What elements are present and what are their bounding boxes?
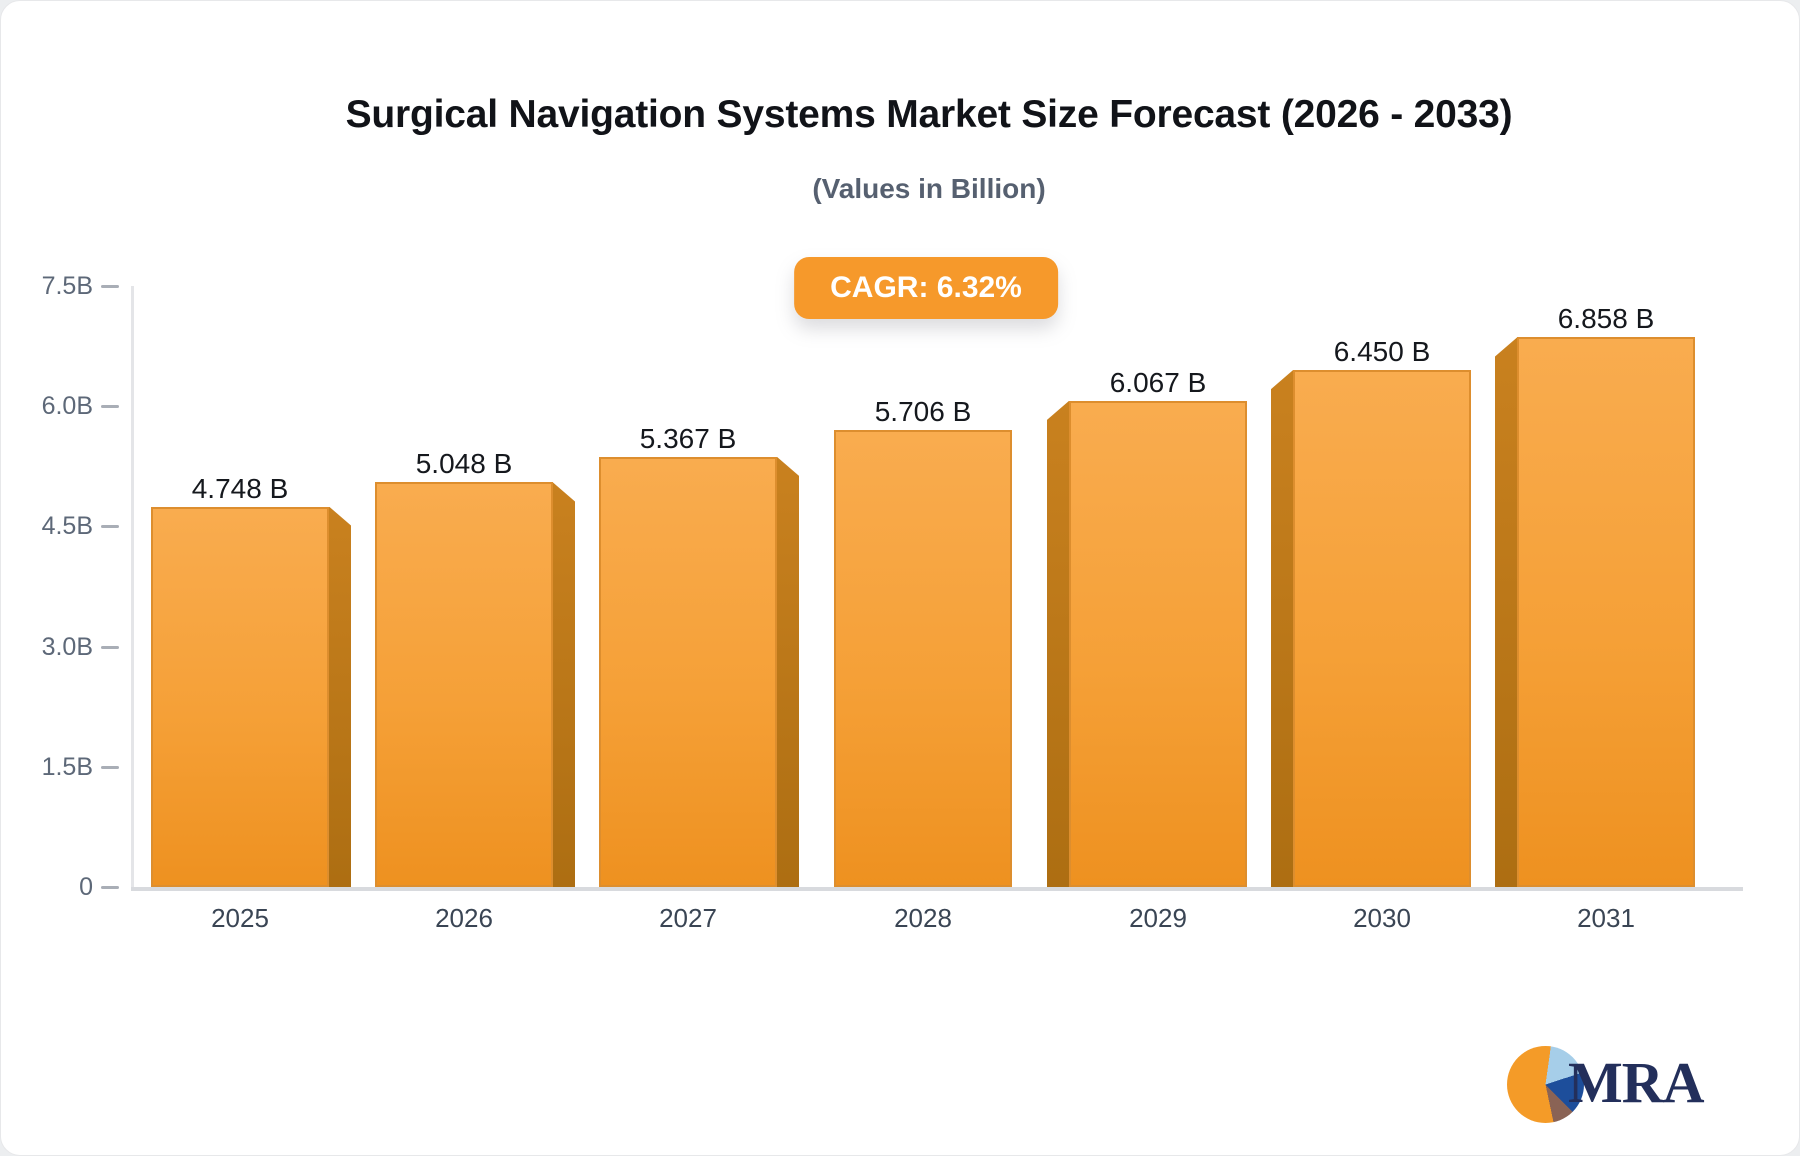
y-axis-tick [101, 765, 119, 769]
y-axis-label: 1.5B [41, 752, 93, 781]
bar-value-label-2030: 6.450 B [1333, 336, 1431, 368]
bar-3d-side-2025 [329, 506, 351, 887]
y-axis-label: 0 [79, 873, 93, 901]
y-axis-tick [101, 405, 119, 409]
x-axis-label-2027: 2027 [659, 903, 717, 933]
x-axis-label-2031: 2031 [1577, 903, 1635, 933]
x-axis-label-2028: 2028 [894, 903, 952, 933]
bar-2027 [599, 456, 777, 887]
bar-3d-side-2026 [553, 482, 575, 887]
chart-subtitle: (Values in Billion) [812, 173, 1046, 204]
bar-2026 [375, 482, 553, 887]
x-axis-label-2025: 2025 [211, 903, 269, 933]
bar-value-label-2029: 6.067 B [1109, 366, 1207, 398]
bar-3d-side-2030 [1271, 370, 1293, 887]
bar-3d-side-2027 [777, 456, 799, 887]
bar-3d-side-2031 [1495, 337, 1517, 887]
y-axis-tick [101, 886, 119, 889]
y-axis-label: 4.5B [41, 512, 93, 541]
brand-logo-text: MRA [1568, 1049, 1705, 1115]
cagr-badge: CAGR: 6.32% [794, 257, 1058, 319]
bar-value-label-2026: 5.048 B [415, 448, 513, 480]
x-axis-label-2029: 2029 [1129, 903, 1187, 933]
brand-logo: MRA [1507, 1045, 1705, 1123]
bar-value-label-2027: 5.367 B [639, 422, 737, 454]
bar-2028 [834, 429, 1012, 887]
y-axis-label: 6.0B [41, 392, 93, 421]
x-axis-label-2030: 2030 [1353, 903, 1411, 933]
y-axis-label: 3.0B [41, 632, 93, 661]
bar-value-label-2025: 4.748 B [191, 472, 289, 504]
y-axis-line [131, 286, 134, 891]
y-axis-label: 7.5B [41, 272, 93, 300]
y-axis-tick [101, 525, 119, 529]
bar-3d-side-2029 [1047, 400, 1069, 887]
bar-2031 [1517, 337, 1695, 887]
y-axis-tick [101, 645, 119, 649]
x-axis-label-2026: 2026 [435, 903, 493, 933]
bar-2030 [1293, 370, 1471, 887]
bar-value-label-2031: 6.858 B [1557, 303, 1655, 335]
bar-2025 [151, 506, 329, 887]
chart-title: Surgical Navigation Systems Market Size … [345, 93, 1513, 136]
bar-value-label-2028: 5.706 B [874, 395, 972, 427]
x-axis-baseline [131, 887, 1743, 891]
bar-2029 [1069, 400, 1247, 887]
y-axis-tick [101, 285, 119, 288]
pie-chart-logo-icon [1507, 1045, 1584, 1123]
